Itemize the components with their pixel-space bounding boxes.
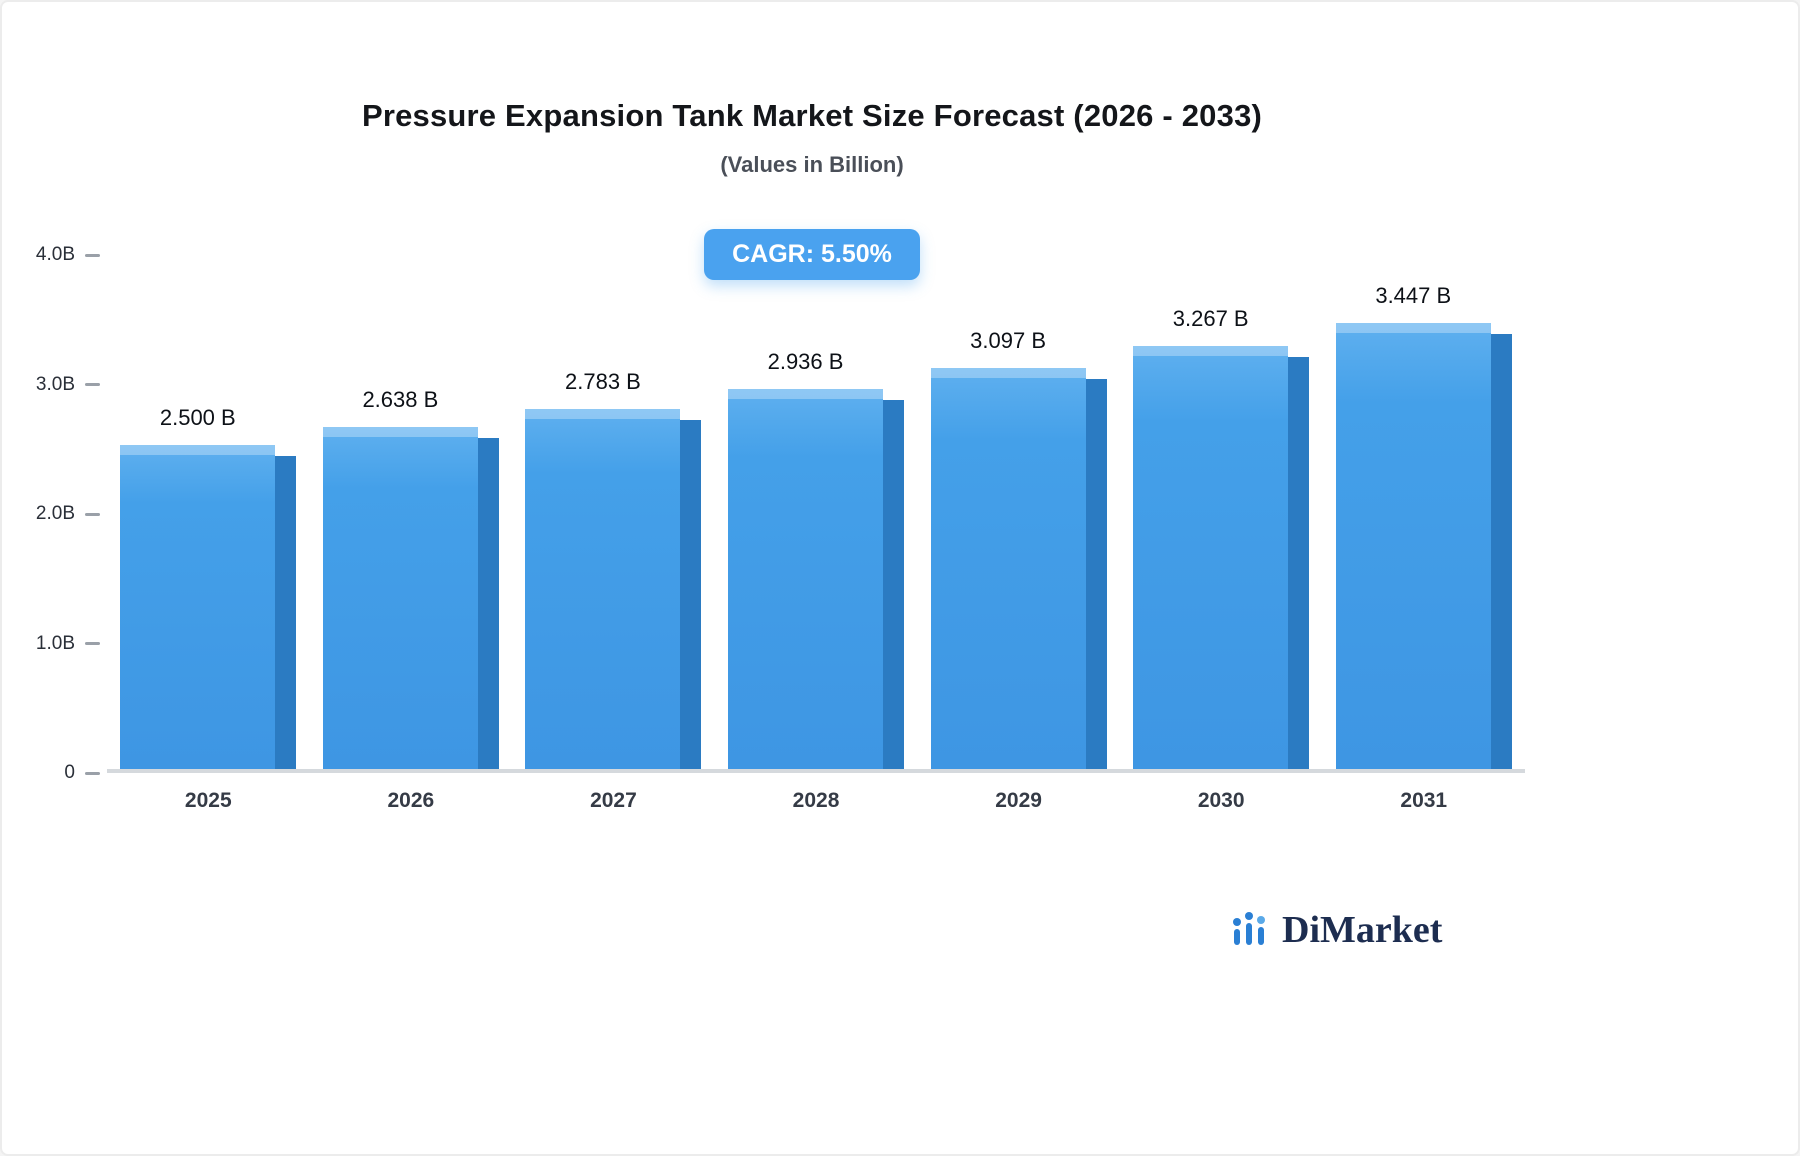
bar-value-label: 2.638 B: [362, 387, 439, 412]
y-tick-label: 4.0B: [35, 244, 75, 265]
y-tick-label: 2.0B: [35, 503, 75, 524]
chart-subtitle: (Values in Billion): [720, 152, 904, 177]
y-tick: 4.0B: [2, 244, 100, 266]
bar-face: [930, 368, 1086, 769]
bar-value-label: 2.783 B: [565, 369, 641, 394]
bar-value-label: 2.500 B: [159, 405, 236, 430]
bar-face: [1133, 346, 1289, 769]
bars: 2.500 B 2.638 B 2.783 B 2.936 B 3.097 B 3.267…: [107, 255, 1525, 769]
bar-chart-dots-icon: [1228, 905, 1272, 954]
y-tick-mark: [85, 253, 100, 257]
y-tick-label: 1.0B: [35, 632, 75, 654]
bar-side-shade: [1085, 379, 1107, 769]
cagr-badge: CAGR: 5.50%: [704, 229, 920, 280]
bar-group: 2.500 B: [107, 255, 310, 769]
logo: DiMarket: [1228, 905, 1442, 954]
y-tick-mark: [85, 383, 100, 386]
y-tick: 0: [2, 762, 100, 784]
bar[interactable]: [322, 427, 499, 769]
bar-side-shade: [1490, 334, 1512, 769]
bar-face: [1335, 323, 1491, 769]
bar[interactable]: [1335, 323, 1512, 769]
y-axis: 0 1.0B 2.0B 3.0B 4.0B: [2, 244, 100, 783]
y-tick-label: 0: [64, 762, 75, 783]
y-tick-mark: [85, 771, 100, 775]
bar-value-label: 3.447 B: [1375, 283, 1452, 308]
plot-area: 2.500 B 2.638 B 2.783 B 2.936 B 3.097 B 3.267…: [107, 255, 1525, 773]
bar-side-shade: [680, 420, 702, 769]
y-tick: 3.0B: [2, 374, 100, 396]
x-axis-label: 2029: [995, 789, 1042, 812]
bar-group: 3.447 B: [1322, 255, 1525, 769]
y-tick: 1.0B: [2, 633, 100, 655]
x-axis-label: 2027: [590, 789, 637, 812]
y-tick-mark: [85, 642, 100, 645]
bar[interactable]: [120, 445, 297, 769]
bar-value-label: 3.267 B: [1172, 306, 1249, 331]
bar-side-shade: [275, 456, 297, 769]
bar[interactable]: [728, 389, 905, 769]
logo-text: DiMarket: [1282, 908, 1443, 951]
y-tick-label: 3.0B: [35, 373, 75, 395]
x-axis-label: 2031: [1400, 789, 1448, 812]
x-axis-label: 2028: [792, 789, 840, 812]
bar-face: [322, 427, 478, 769]
bar[interactable]: [1133, 346, 1310, 769]
bar-group: 2.936 B: [715, 255, 918, 769]
bar[interactable]: [930, 368, 1107, 769]
bar-side-shade: [1288, 357, 1310, 769]
bar-group: 3.267 B: [1120, 255, 1323, 769]
bar-group: 2.783 B: [512, 255, 715, 769]
bar[interactable]: [525, 409, 702, 769]
bar-value-label: 3.097 B: [970, 328, 1047, 353]
x-axis-labels: 2025 2026 2027 2028 2029 2030 2031: [107, 789, 1525, 813]
x-axis-label: 2025: [184, 789, 232, 812]
x-axis-label: 2026: [387, 789, 435, 812]
x-axis-label: 2030: [1197, 789, 1245, 812]
bar-face: [120, 445, 276, 769]
chart-title: Pressure Expansion Tank Market Size Fore…: [361, 98, 1263, 133]
bar-face: [525, 409, 681, 769]
bar-value-label: 2.936 B: [767, 349, 844, 374]
bar-side-shade: [883, 400, 905, 769]
y-tick: 2.0B: [2, 503, 100, 525]
bar-group: 2.638 B: [310, 255, 513, 769]
bar-side-shade: [477, 438, 499, 769]
bar-face: [728, 389, 884, 769]
bar-group: 3.097 B: [917, 255, 1120, 769]
y-tick-mark: [85, 512, 100, 516]
cagr-badge-wrap: CAGR: 5.50%: [2, 229, 1622, 280]
